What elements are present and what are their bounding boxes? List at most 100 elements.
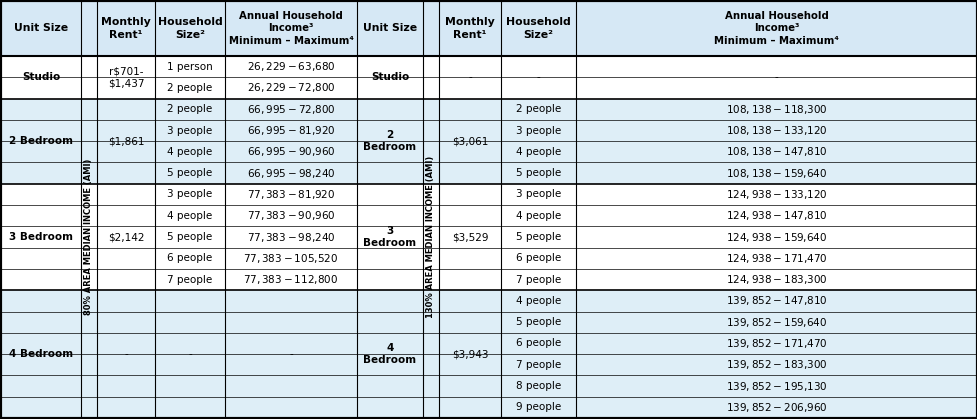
Bar [575, 397, 976, 418]
Bar [575, 354, 976, 375]
Text: r$701-
$1,437: r$701- $1,437 [107, 66, 144, 88]
Bar [500, 248, 575, 269]
Bar [423, 98, 439, 120]
Bar [97, 1, 154, 56]
Bar [81, 248, 97, 269]
Text: 2 people: 2 people [167, 104, 212, 114]
Text: 7 people: 7 people [515, 360, 561, 370]
Bar [500, 56, 575, 77]
Bar [225, 248, 357, 269]
Text: 2
Bedroom: 2 Bedroom [363, 130, 416, 153]
Bar [500, 397, 575, 418]
Bar [225, 312, 357, 333]
Bar [1, 141, 81, 163]
Bar [357, 354, 423, 375]
Text: 7 people: 7 people [515, 274, 561, 285]
Bar [154, 397, 225, 418]
Bar [97, 77, 154, 98]
Text: $66,995 - $81,920: $66,995 - $81,920 [246, 124, 335, 137]
Text: $124,938 - $159,640: $124,938 - $159,640 [725, 230, 827, 243]
Bar [357, 77, 423, 98]
Bar [225, 269, 357, 290]
Bar [357, 269, 423, 290]
Bar [575, 312, 976, 333]
Text: 5 people: 5 people [515, 232, 561, 242]
Bar [81, 184, 97, 205]
Bar [81, 120, 97, 141]
Bar [357, 184, 423, 205]
Bar [500, 269, 575, 290]
Bar [500, 205, 575, 226]
Text: $1,861: $1,861 [107, 136, 144, 146]
Text: $3,061: $3,061 [451, 136, 488, 146]
Bar [97, 56, 154, 77]
Text: 5 people: 5 people [515, 168, 561, 178]
Bar [357, 226, 423, 248]
Text: $139,852 - $183,300: $139,852 - $183,300 [725, 358, 827, 371]
Bar [439, 77, 500, 98]
Bar [97, 205, 154, 226]
Bar [439, 56, 500, 77]
Bar [500, 77, 575, 98]
Bar [439, 163, 500, 184]
Bar [423, 248, 439, 269]
Bar [154, 120, 225, 141]
Text: $77,383 - $90,960: $77,383 - $90,960 [246, 209, 335, 222]
Bar [1, 312, 81, 333]
Bar [439, 248, 500, 269]
Bar [154, 163, 225, 184]
Bar [439, 184, 500, 205]
Text: 1 person: 1 person [167, 62, 213, 72]
Text: 5 people: 5 people [167, 232, 212, 242]
Bar [423, 184, 439, 205]
Bar [1, 226, 81, 248]
Text: -: - [289, 349, 292, 359]
Text: $108,138 - $133,120: $108,138 - $133,120 [725, 124, 827, 137]
Bar [225, 163, 357, 184]
Bar [225, 226, 357, 248]
Text: $124,938 - $133,120: $124,938 - $133,120 [725, 188, 827, 201]
Text: Annual Household
Income³
Minimum – Maximum⁴: Annual Household Income³ Minimum – Maxim… [229, 11, 353, 46]
Bar [423, 269, 439, 290]
Text: $66,995 - $72,800: $66,995 - $72,800 [246, 103, 335, 116]
Text: $124,938 - $183,300: $124,938 - $183,300 [725, 273, 827, 286]
Bar [225, 141, 357, 163]
Bar [81, 77, 97, 98]
Bar [423, 1, 439, 56]
Text: 3 people: 3 people [167, 126, 212, 135]
Bar [81, 205, 97, 226]
Bar [500, 120, 575, 141]
Text: Monthly
Rent¹: Monthly Rent¹ [445, 17, 494, 40]
Bar [423, 205, 439, 226]
Text: -: - [188, 349, 191, 359]
Text: 130% AREA MEDIAN INCOME (AMI): 130% AREA MEDIAN INCOME (AMI) [426, 156, 435, 318]
Bar [423, 312, 439, 333]
Bar [575, 77, 976, 98]
Bar [225, 1, 357, 56]
Bar [1, 77, 81, 98]
Bar [575, 290, 976, 312]
Text: Unit Size: Unit Size [14, 23, 68, 34]
Bar [500, 98, 575, 120]
Text: $108,138 - $147,810: $108,138 - $147,810 [725, 145, 827, 158]
Bar [575, 1, 976, 56]
Text: $3,529: $3,529 [451, 232, 488, 242]
Text: $108,138 - $159,640: $108,138 - $159,640 [725, 167, 827, 180]
Bar [357, 141, 423, 163]
Bar [575, 205, 976, 226]
Bar [81, 290, 97, 312]
Bar [500, 354, 575, 375]
Bar [357, 163, 423, 184]
Bar [423, 354, 439, 375]
Bar [439, 354, 500, 375]
Bar [575, 98, 976, 120]
Bar [225, 375, 357, 397]
Text: 4 Bedroom: 4 Bedroom [9, 349, 73, 359]
Bar [500, 375, 575, 397]
Text: 3 people: 3 people [515, 126, 561, 135]
Bar [357, 397, 423, 418]
Bar [439, 1, 500, 56]
Bar [1, 269, 81, 290]
Bar [575, 141, 976, 163]
Bar [97, 290, 154, 312]
